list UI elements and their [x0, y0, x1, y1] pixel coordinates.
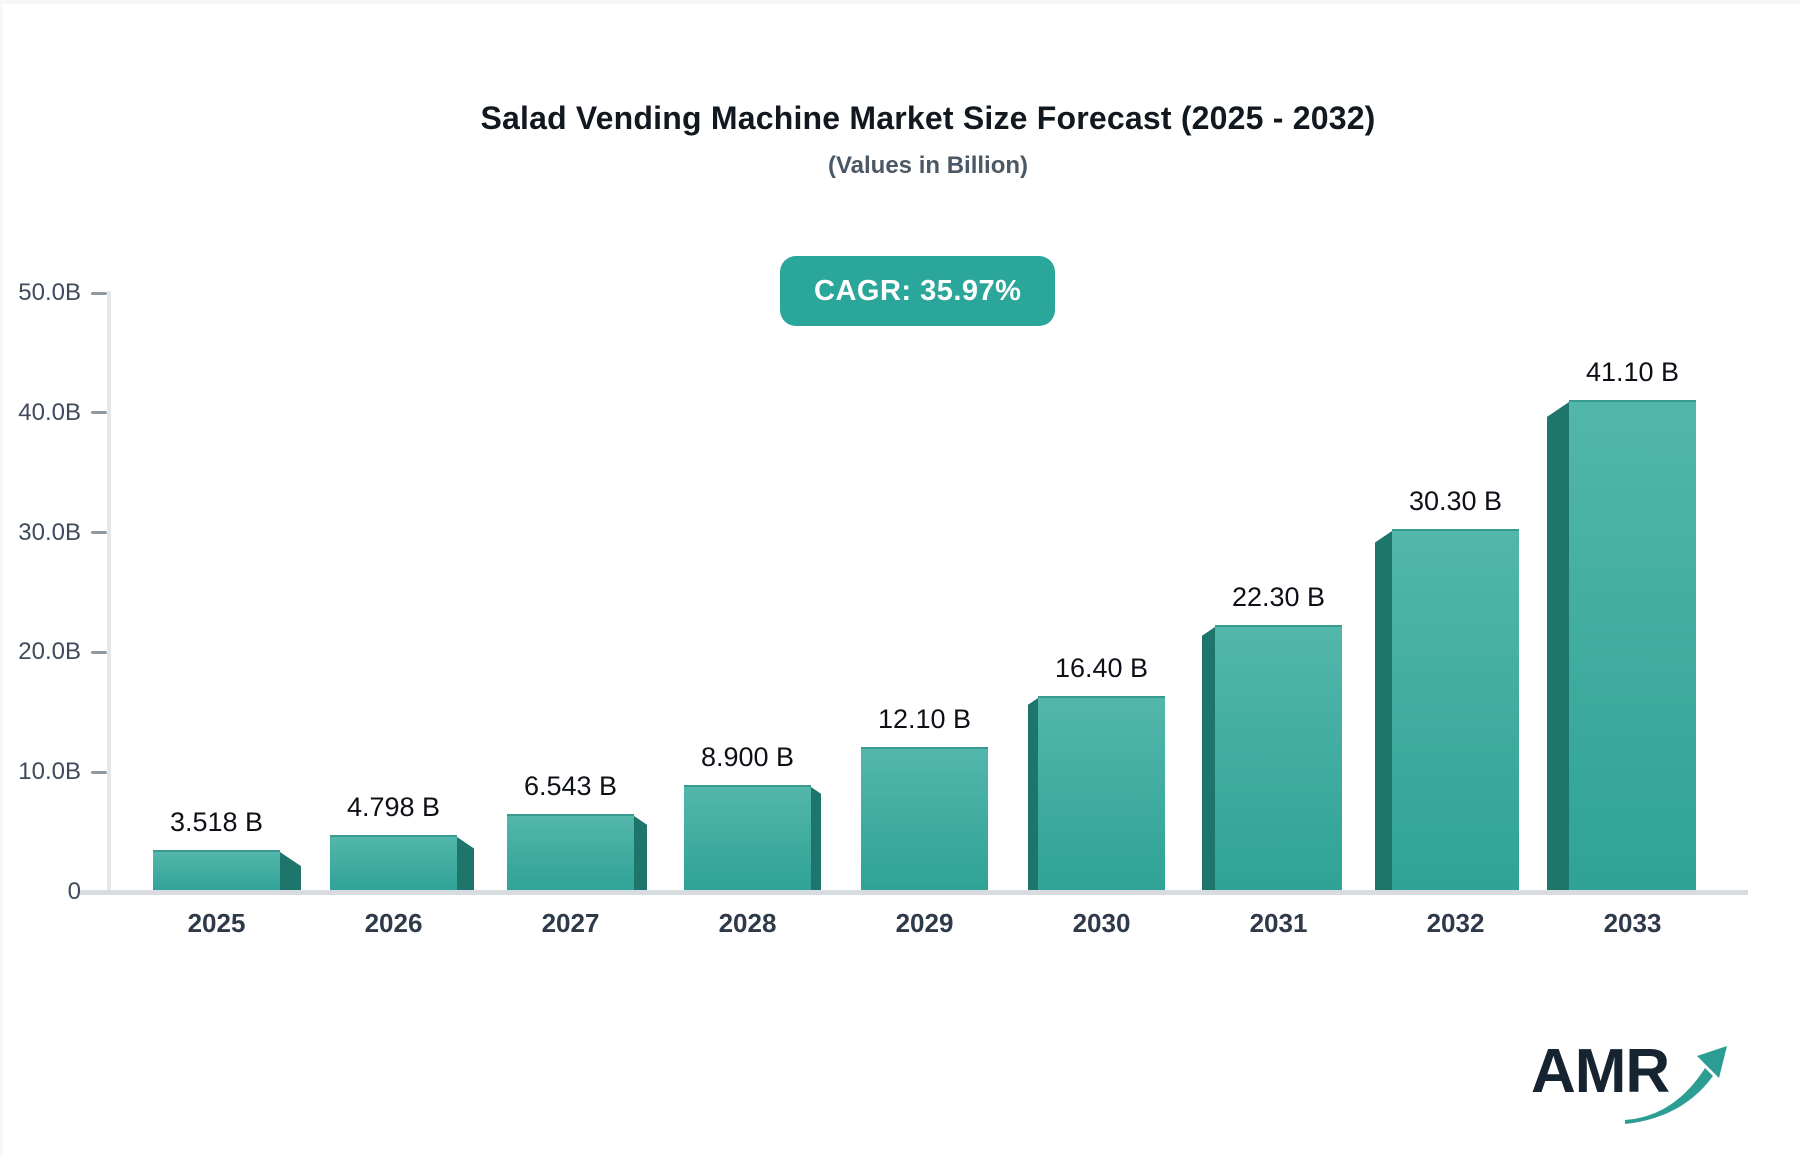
bar: [684, 785, 821, 892]
bar-side-face: [1028, 698, 1038, 892]
y-tick: 40.0B: [3, 399, 107, 427]
x-axis: 2025 2026 2027 2028 2029 2030 2031 2032 2033: [128, 908, 1721, 939]
bar: [1202, 625, 1342, 892]
amr-arrow-icon: [1625, 1046, 1727, 1124]
bar-side-face: [457, 837, 474, 892]
bar-value-label: 12.10 B: [877, 704, 972, 734]
x-axis-label: 2025: [187, 908, 246, 938]
y-tick-dash: [91, 411, 107, 415]
bar: [1375, 529, 1519, 892]
bar-value-label: 8.900 B: [700, 742, 795, 772]
y-tick: 20.0B: [3, 638, 107, 666]
bar: [330, 835, 474, 892]
x-axis-line: [80, 890, 1748, 895]
bar-column: 8.900 B: [659, 293, 836, 892]
bar: [153, 850, 301, 892]
y-tick-dash: [91, 650, 107, 654]
y-tick-label: 40.0B: [18, 398, 81, 426]
bar-column: 3.518 B: [128, 293, 305, 892]
bar-column: 4.798 B: [305, 293, 482, 892]
x-axis-label: 2030: [1072, 908, 1131, 938]
y-axis: 50.0B 40.0B 30.0B 20.0B 10.0B 0: [3, 279, 107, 905]
bar-value-label: 30.30 B: [1408, 486, 1503, 516]
cagr-badge-label: CAGR: 35.97%: [814, 274, 1022, 307]
bar-column: 41.10 B: [1544, 293, 1721, 892]
y-tick-label: 30.0B: [18, 518, 81, 546]
bar: [1028, 696, 1165, 892]
bar: [507, 814, 647, 892]
x-axis-label: 2031: [1249, 908, 1308, 938]
bar-side-face: [634, 816, 647, 892]
y-tick-label: 50.0B: [18, 279, 81, 306]
bar: [861, 747, 988, 892]
bar-side-face: [1202, 627, 1215, 892]
y-tick-dash: [91, 770, 107, 774]
y-tick: 30.0B: [3, 519, 107, 547]
y-tick: 50.0B: [3, 279, 107, 307]
bar-column: 30.30 B: [1367, 293, 1544, 892]
cagr-badge: CAGR: 35.97%: [780, 256, 1056, 326]
chart-subtitle: (Values in Billion): [827, 152, 1029, 179]
y-tick-dash: [91, 531, 107, 535]
bar-value-label: 22.30 B: [1231, 582, 1326, 612]
y-tick-dash: [91, 291, 107, 295]
x-axis-label: 2033: [1603, 908, 1662, 938]
x-axis-label: 2026: [364, 908, 423, 938]
bar-value-label: 6.543 B: [523, 771, 618, 801]
amr-logo: AMR: [1531, 1036, 1727, 1126]
plot-area: 3.518 B 4.798 B 6.543 B 8.900 B 12.10 B 16.40…: [128, 293, 1721, 892]
x-axis-label: 2028: [718, 908, 777, 938]
bar-side-face: [1547, 402, 1569, 892]
y-tick-label: 10.0B: [18, 758, 81, 786]
y-axis-line: [107, 291, 111, 892]
bar-side-face: [1375, 531, 1392, 892]
bar-value-label: 41.10 B: [1585, 357, 1680, 387]
chart-title: Salad Vending Machine Market Size Foreca…: [480, 100, 1376, 136]
bar-side-face: [811, 787, 821, 892]
x-axis-label: 2032: [1426, 908, 1485, 938]
bar-column: 6.543 B: [482, 293, 659, 892]
bar: [1547, 400, 1696, 892]
x-axis-label: 2027: [541, 908, 600, 938]
bar-column: 16.40 B: [1013, 293, 1190, 892]
bar-value-label: 16.40 B: [1054, 653, 1149, 683]
x-axis-label: 2029: [895, 908, 954, 938]
bar-column: 22.30 B: [1190, 293, 1367, 892]
y-tick-label: 0: [67, 878, 81, 905]
amr-logo-text: AMR: [1531, 1037, 1670, 1106]
bar-value-label: 3.518 B: [169, 807, 264, 837]
y-tick-label: 20.0B: [18, 638, 81, 666]
y-tick: 10.0B: [3, 758, 107, 786]
bar-column: 12.10 B: [836, 293, 1013, 892]
bar-side-face: [280, 852, 301, 892]
bar-value-label: 4.798 B: [346, 792, 441, 822]
